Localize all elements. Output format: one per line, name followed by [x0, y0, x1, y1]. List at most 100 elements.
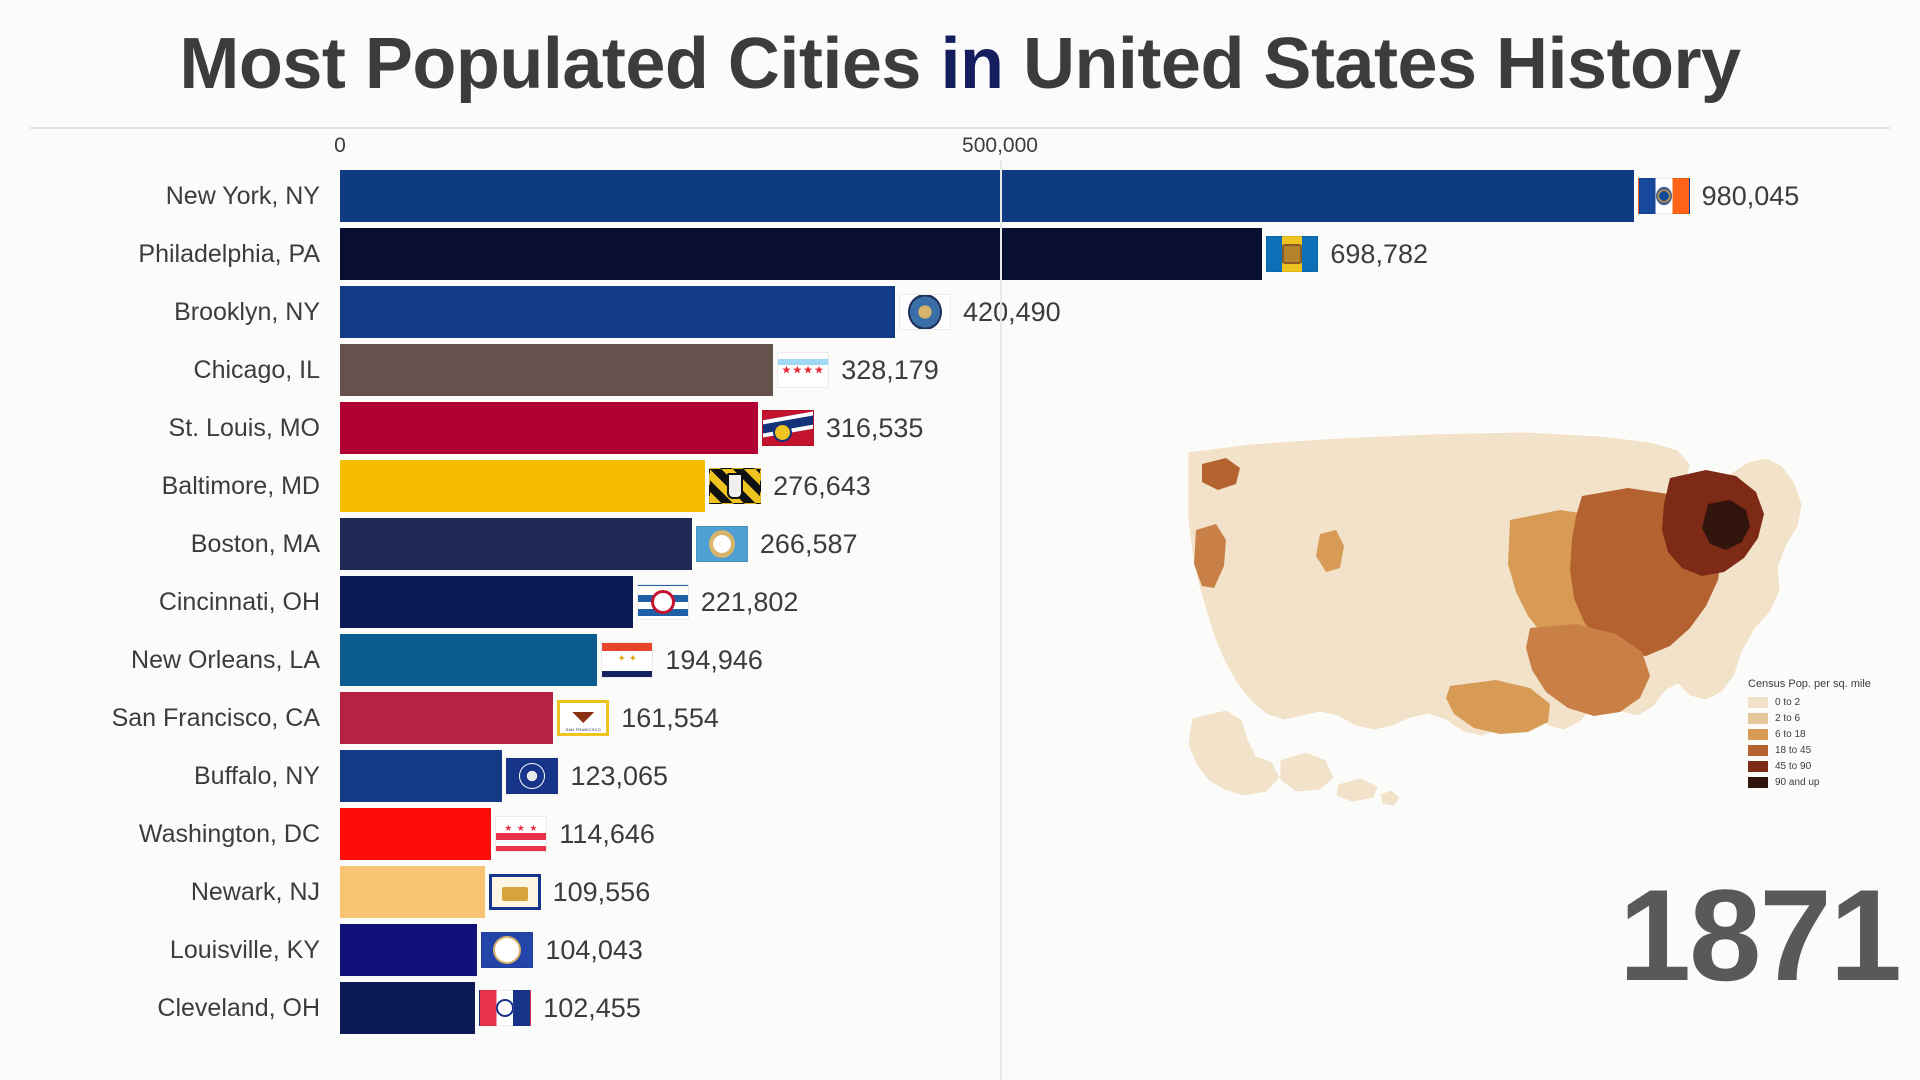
bar-row[interactable]: Newark, NJ 109,556: [0, 863, 1000, 921]
bar-fill: [340, 866, 485, 918]
bar-track: 221,802: [340, 576, 798, 628]
bar-row[interactable]: Cleveland, OH 102,455: [0, 979, 1000, 1037]
map-density-nw: [1202, 458, 1240, 490]
bar-track: 104,043: [340, 924, 643, 976]
bar-label: San Francisco, CA: [111, 703, 320, 732]
bar-label: New York, NY: [165, 181, 320, 210]
flag-maryland-baltimore-icon: [709, 468, 762, 504]
bar-label: Cleveland, OH: [157, 993, 320, 1022]
us-population-density-map: [1130, 400, 1850, 840]
flag-louisville-icon: [481, 932, 534, 968]
map-legend: Census Pop. per sq. mile 0 to 2 2 to 6 6 t…: [1748, 678, 1898, 791]
flag-boston-icon: [695, 526, 748, 562]
bar-value: 194,946: [665, 644, 763, 675]
bar-value: 698,782: [1330, 238, 1428, 269]
map-legend-label: 45 to 90: [1775, 760, 1812, 772]
bar-row[interactable]: New Orleans, LA 194,946: [0, 631, 1000, 689]
map-legend-swatch: [1748, 728, 1768, 740]
year-label: 1871: [1618, 862, 1902, 1008]
page-title-accent: in: [940, 24, 1004, 104]
bar-track: 328,179: [340, 344, 939, 396]
bar-label: St. Louis, MO: [168, 413, 320, 442]
bar-row[interactable]: Chicago, IL 328,179: [0, 341, 1000, 399]
map-legend-item: 45 to 90: [1748, 759, 1898, 773]
flag-st-louis-icon: [761, 410, 814, 446]
bar-fill: [340, 982, 476, 1034]
bar-list: New York, NY 980,045 Philadelphia, PA 698,7…: [0, 167, 1799, 1037]
bar-row[interactable]: Philadelphia, PA 698,782: [0, 225, 1428, 283]
title-divider: [30, 127, 1890, 129]
map-legend-item: 18 to 45: [1748, 743, 1898, 757]
bar-fill: [340, 344, 774, 396]
bar-track: 109,556: [340, 866, 650, 918]
bar-fill: [340, 402, 758, 454]
bar-value: 161,554: [621, 702, 719, 733]
bar-row[interactable]: Baltimore, MD 276,643: [0, 457, 1000, 515]
map-svg: [1187, 431, 1803, 807]
map-density-core: [1702, 500, 1750, 550]
map-legend-swatch: [1748, 760, 1768, 772]
map-density-west-coast: [1194, 524, 1226, 588]
flag-new-york-city-icon: [1637, 178, 1690, 214]
bar-fill: [340, 170, 1634, 222]
bar-row[interactable]: Washington, DC 114,646: [0, 805, 1000, 863]
flag-cincinnati-icon: [636, 584, 689, 620]
bar-row[interactable]: Boston, MA 266,587: [0, 515, 1000, 573]
bar-fill: [340, 808, 492, 860]
map-legend-item: 6 to 18: [1748, 727, 1898, 741]
map-legend-label: 0 to 2: [1775, 696, 1801, 708]
bar-fill: [340, 576, 633, 628]
map-legend-item: 90 and up: [1748, 775, 1898, 789]
bar-label: Newark, NJ: [190, 877, 320, 906]
flag-buffalo-icon: [506, 758, 559, 794]
bar-track: 980,045: [340, 170, 1799, 222]
bar-fill: [340, 228, 1263, 280]
map-legend-swatch: [1748, 712, 1768, 724]
bar-track: 194,946: [340, 634, 763, 686]
bar-value: 114,646: [559, 818, 655, 849]
bar-label: Buffalo, NY: [193, 761, 320, 790]
bar-label: Washington, DC: [138, 819, 320, 848]
map-legend-item: 0 to 2: [1748, 695, 1898, 709]
map-legend-swatch: [1748, 696, 1768, 708]
bar-fill: [340, 692, 554, 744]
flag-san-francisco-icon: [557, 700, 610, 736]
bar-value: 266,587: [759, 528, 858, 559]
flag-new-orleans-icon: [601, 642, 654, 678]
bar-fill: [340, 518, 692, 570]
bar-label: Boston, MA: [190, 529, 320, 558]
bar-value: 123,065: [570, 760, 669, 791]
map-legend-swatch: [1748, 776, 1768, 788]
seal-brooklyn-icon: [899, 294, 952, 330]
map-density-south: [1526, 624, 1650, 716]
bar-fill: [340, 750, 503, 802]
bar-row[interactable]: New York, NY 980,045: [0, 167, 1799, 225]
title-bar: Most Populated Cities in United States H…: [0, 0, 1920, 128]
bar-row[interactable]: San Francisco, CA 161,554: [0, 689, 1000, 747]
bar-row[interactable]: Buffalo, NY 123,065: [0, 747, 1000, 805]
bar-value: 420,490: [963, 296, 1061, 327]
bar-row[interactable]: Brooklyn, NY 420,490: [0, 283, 1061, 341]
bar-track: 102,455: [340, 982, 641, 1034]
bar-label: Chicago, IL: [193, 355, 320, 384]
bar-value: 102,455: [543, 992, 641, 1023]
bar-row[interactable]: Cincinnati, OH 221,802: [0, 573, 1000, 631]
flag-cleveland-icon: [479, 990, 532, 1026]
map-alaska: [1187, 709, 1379, 803]
bar-track: 420,490: [340, 286, 1061, 338]
flag-philadelphia-icon: [1266, 236, 1319, 272]
bar-track: 266,587: [340, 518, 858, 570]
bar-row[interactable]: Louisville, KY 104,043: [0, 921, 1000, 979]
map-legend-title: Census Pop. per sq. mile: [1748, 678, 1871, 690]
bar-row[interactable]: St. Louis, MO 316,535: [0, 399, 1000, 457]
bar-value: 221,802: [700, 586, 799, 617]
chart-x-axis: 0 500,000: [0, 129, 1038, 167]
bar-fill: [340, 924, 478, 976]
page-title-part1: Most Populated Cities: [179, 24, 941, 104]
bar-track: 276,643: [340, 460, 871, 512]
bar-fill: [340, 460, 706, 512]
flag-chicago-icon: [777, 352, 830, 388]
bar-chart: 0 500,000 New York, NY 980,045 Philadelphia…: [0, 129, 1799, 1080]
bar-label: Brooklyn, NY: [174, 297, 320, 326]
